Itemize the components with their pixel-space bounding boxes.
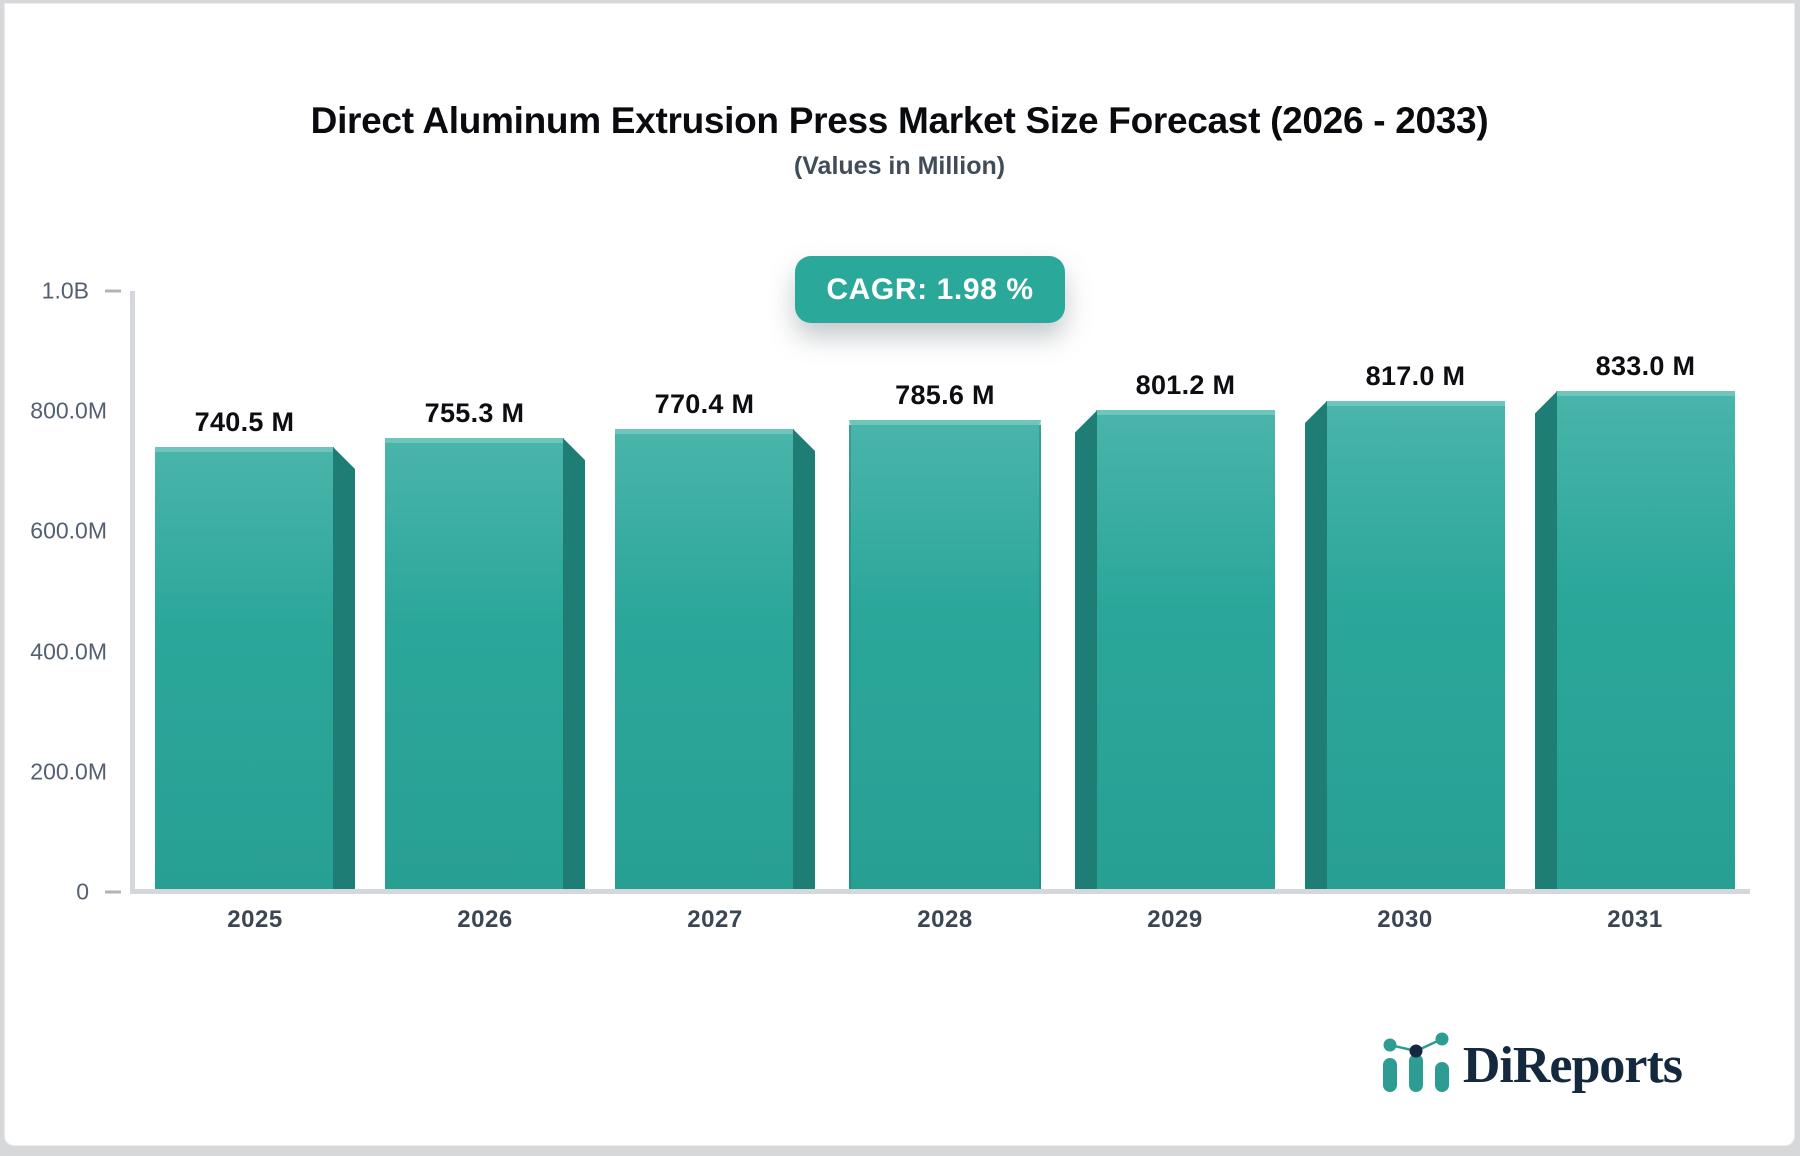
bar-line-chart-icon <box>1379 1030 1455 1101</box>
bar-front-face <box>849 419 1041 892</box>
bar-value-label: 740.5 M <box>194 406 295 437</box>
logo-text: DiReports <box>1462 1037 1683 1094</box>
bar-side-face <box>793 429 815 892</box>
bar-2026: 755.3 M <box>385 398 585 892</box>
x-axis-label-2027: 2027 <box>687 906 743 933</box>
chart-subtitle: (Values in Million) <box>793 152 1006 180</box>
bar-value-label: 755.3 M <box>424 398 525 429</box>
x-axis-line <box>130 889 1750 894</box>
bar-front-face <box>1096 410 1275 892</box>
y-axis-label-5: 0 <box>76 878 89 905</box>
y-axis-label-1: 800.0M <box>30 397 107 424</box>
x-axis-label-2031: 2031 <box>1607 906 1663 933</box>
bar-group-2029: 801.2 M 2029 <box>1075 291 1275 933</box>
x-axis-label-2028: 2028 <box>917 906 973 933</box>
direports-logo: DiReports <box>1379 1030 1683 1101</box>
bar-2028: 785.6 M <box>845 380 1045 892</box>
bar-2025: 740.5 M <box>155 407 355 892</box>
bars-container: 740.5 M 2025 755.3 M 2026 770.4 M 2027 785.6 M… <box>133 291 1750 933</box>
bar-group-2026: 755.3 M 2026 <box>385 291 585 933</box>
bar-group-2025: 740.5 M 2025 <box>155 291 355 933</box>
bar-group-2031: 833.0 M 2031 <box>1535 291 1735 933</box>
bar-group-2027: 770.4 M 2027 <box>615 291 815 933</box>
bar-side-face <box>563 438 585 892</box>
bar-value-label: 801.2 M <box>1135 370 1236 401</box>
bar-front-face <box>1556 391 1735 892</box>
bar-front-face <box>155 446 334 892</box>
bar-front-face <box>615 429 794 892</box>
bar-value-label: 785.6 M <box>895 379 995 410</box>
bar-value-label: 833.0 M <box>1595 351 1696 382</box>
chart-card: Direct Aluminum Extrusion Press Market S… <box>4 3 1795 1146</box>
cagr-badge: CAGR: 1.98 % <box>795 256 1065 323</box>
bar-value-label: 817.0 M <box>1365 360 1466 391</box>
cagr-badge-label: CAGR: 1.98 % <box>826 272 1034 306</box>
bar-side-face <box>1305 400 1327 892</box>
y-axis-line <box>130 291 135 892</box>
bar-side-face <box>1075 410 1097 892</box>
y-axis-labels: 1.0B 800.0M 600.0M 400.0M 200.0M 0 <box>5 278 107 905</box>
y-axis-tick-zero <box>105 890 121 894</box>
chart-title: Direct Aluminum Extrusion Press Market S… <box>310 100 1489 141</box>
y-axis-label-0: 1.0B <box>41 277 89 304</box>
x-axis-label-2025: 2025 <box>227 906 283 933</box>
bar-group-2028: 785.6 M 2028 <box>845 291 1045 933</box>
bar-side-face <box>333 446 355 892</box>
y-axis-label-4: 200.0M <box>30 758 107 785</box>
x-axis-label-2030: 2030 <box>1377 906 1433 933</box>
bar-group-2030: 817.0 M 2030 <box>1305 291 1505 933</box>
y-axis-label-3: 400.0M <box>30 638 107 665</box>
plot-area: 740.5 M 2025 755.3 M 2026 770.4 M 2027 785.6 M… <box>105 289 1750 933</box>
x-axis-label-2029: 2029 <box>1147 906 1203 933</box>
bar-front-face <box>1326 400 1505 892</box>
bar-2031: 833.0 M <box>1535 351 1735 892</box>
bar-value-label: 770.4 M <box>654 389 755 419</box>
y-axis-tick-top <box>105 289 121 293</box>
y-axis-label-2: 600.0M <box>30 517 107 544</box>
x-axis-label-2026: 2026 <box>457 906 513 933</box>
bar-2030: 817.0 M <box>1305 361 1505 892</box>
bar-side-face <box>1535 391 1557 892</box>
bar-2027: 770.4 M <box>615 389 815 892</box>
bar-front-face <box>385 438 564 892</box>
bar-2029: 801.2 M <box>1075 370 1275 892</box>
